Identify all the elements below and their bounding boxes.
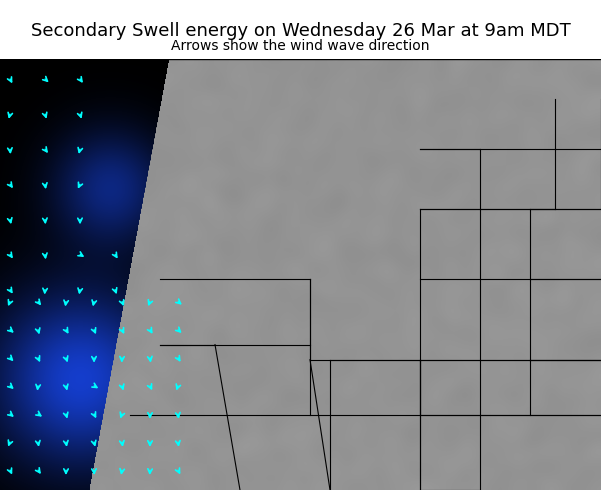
Polygon shape bbox=[130, 59, 601, 490]
Text: Arrows show the wind wave direction: Arrows show the wind wave direction bbox=[171, 39, 430, 53]
Polygon shape bbox=[0, 59, 601, 109]
Text: Secondary Swell energy on Wednesday 26 Mar at 9am MDT: Secondary Swell energy on Wednesday 26 M… bbox=[31, 22, 570, 40]
